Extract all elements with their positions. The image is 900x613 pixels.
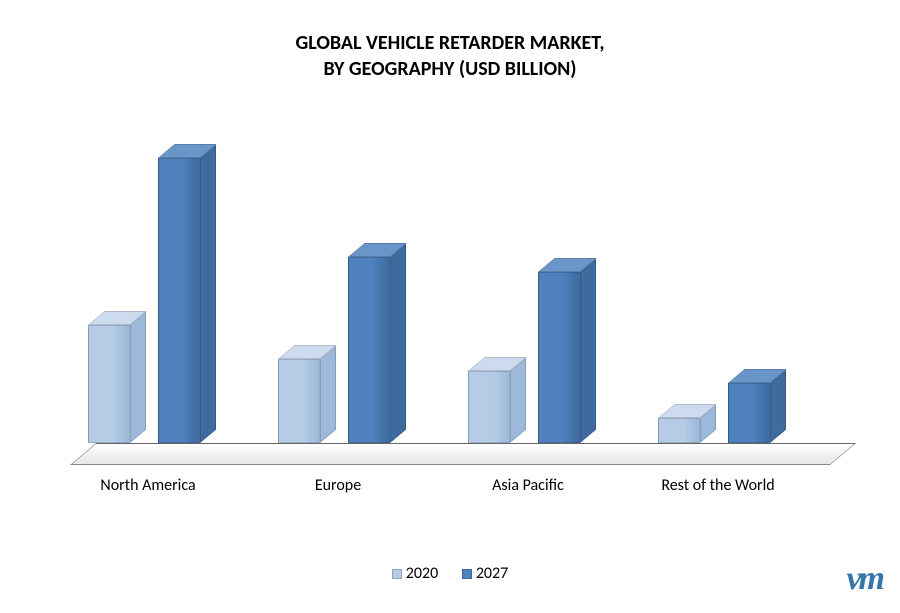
bar-front: [658, 418, 700, 443]
bar-2027: [728, 383, 770, 443]
bar-front: [348, 257, 390, 443]
bar-2020: [278, 359, 320, 443]
bar-front: [88, 325, 130, 443]
bar-2020: [658, 418, 700, 443]
bar-2027: [158, 158, 200, 443]
bar-side: [580, 258, 596, 443]
bar-side: [510, 358, 526, 443]
title-line-2: BY GEOGRAPHY (USD BILLION): [0, 56, 900, 82]
category-label: Europe: [248, 476, 428, 495]
watermark-logo: vm: [846, 560, 882, 598]
category-label: Asia Pacific: [438, 476, 618, 495]
bar-2027: [348, 257, 390, 443]
bar-front: [468, 371, 510, 443]
bar-side: [130, 312, 146, 443]
category-label: North America: [58, 476, 238, 495]
legend-label-2027: 2027: [476, 564, 508, 583]
title-line-1: GLOBAL VEHICLE RETARDER MARKET,: [0, 30, 900, 56]
bar-front: [538, 272, 580, 443]
legend-swatch-2027: [462, 569, 472, 579]
bar-side: [320, 345, 336, 443]
chart-3d-floor: [70, 443, 856, 465]
legend-item-2027: 2027: [462, 564, 508, 583]
bar-front: [278, 359, 320, 443]
bar-2020: [88, 325, 130, 443]
legend-item-2020: 2020: [392, 564, 438, 583]
bar-front: [158, 158, 200, 443]
category-label: Rest of the World: [628, 476, 808, 495]
chart-title: GLOBAL VEHICLE RETARDER MARKET, BY GEOGR…: [0, 0, 900, 82]
legend: 2020 2027: [0, 564, 900, 583]
bar-2020: [468, 371, 510, 443]
bar-side: [200, 144, 216, 443]
bar-front: [728, 383, 770, 443]
chart-plot-area: North AmericaEuropeAsia PacificRest of t…: [70, 130, 830, 490]
legend-label-2020: 2020: [406, 564, 438, 583]
legend-swatch-2020: [392, 569, 402, 579]
bar-2027: [538, 272, 580, 443]
bar-side: [390, 244, 406, 443]
